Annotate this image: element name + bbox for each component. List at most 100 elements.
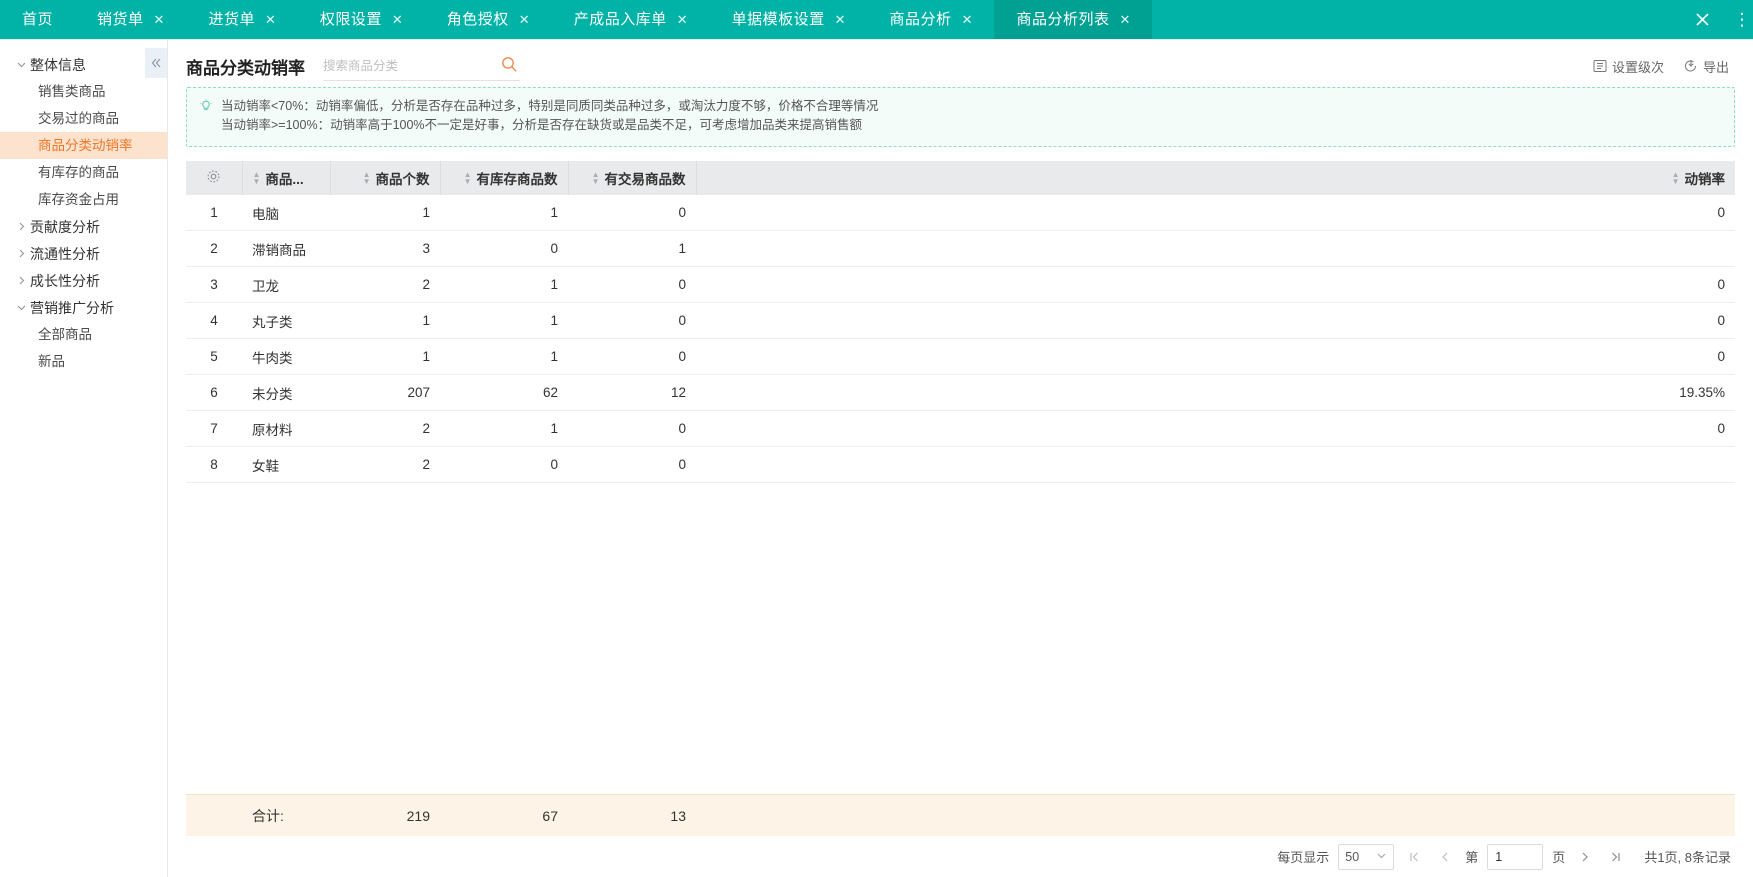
- pagination: 每页显示 50 第 页: [186, 836, 1735, 877]
- sidebar-item-in-stock-products[interactable]: 有库存的商品: [38, 165, 119, 180]
- tab-label: 角色授权: [446, 11, 509, 28]
- cell-sell-through-rate: 0: [696, 410, 1735, 448]
- row-index: 3: [186, 266, 242, 304]
- export-icon: [1684, 59, 1698, 73]
- set-levels-button[interactable]: 设置级次: [1593, 57, 1664, 76]
- table-row[interactable]: 8 女鞋 2 0 0: [186, 446, 1735, 484]
- export-button[interactable]: 导出: [1684, 57, 1729, 76]
- content-header: 商品分类动销率: [186, 40, 1735, 85]
- column-header-sell-through-rate[interactable]: ▲ ▼ 动销率: [696, 160, 1735, 195]
- tab-role-authorization[interactable]: 角色授权 ✕: [425, 0, 552, 39]
- row-index: 7: [186, 410, 242, 448]
- sidebar-item-inventory-capital-occupation[interactable]: 库存资金占用: [38, 192, 119, 207]
- page-number-input[interactable]: [1487, 843, 1544, 870]
- tab-close-icon[interactable]: ✕: [264, 12, 276, 27]
- sidebar-group-circulation-analysis[interactable]: 流通性分析: [0, 240, 167, 267]
- last-page-button[interactable]: [1605, 844, 1627, 870]
- cell-traded-count: 0: [568, 338, 696, 376]
- table-body: 1 电脑 1 1 0 0 2 滞销商品 3 0 1: [186, 194, 1735, 484]
- tab-product-analysis[interactable]: 商品分析 ✕: [868, 0, 995, 39]
- sort-icon[interactable]: ▲ ▼: [362, 169, 371, 186]
- cell-product-name: 牛肉类: [242, 338, 330, 376]
- search-input[interactable]: [323, 58, 488, 73]
- tab-close-icon[interactable]: ✕: [391, 12, 403, 27]
- search-icon[interactable]: [501, 56, 518, 78]
- cell-traded-count: 0: [568, 266, 696, 304]
- tab-permission-settings[interactable]: 权限设置 ✕: [298, 0, 425, 39]
- column-label: 商品个数: [375, 171, 430, 187]
- cell-in-stock-count: 1: [440, 410, 568, 448]
- sidebar: 整体信息 销售类商品 交易过的商品 商品分类动销率 有库存的商品 库存资金占用 …: [0, 40, 168, 877]
- sidebar-item-category-sell-through-rate[interactable]: 商品分类动销率: [0, 132, 167, 159]
- sort-icon[interactable]: ▲ ▼: [1671, 169, 1680, 186]
- cell-in-stock-count: 1: [440, 194, 568, 232]
- sidebar-group-marketing-promotion-analysis[interactable]: 营销推广分析: [0, 294, 167, 321]
- page-size-label: 每页显示: [1277, 850, 1330, 865]
- table-row[interactable]: 1 电脑 1 1 0 0: [186, 194, 1735, 232]
- chevron-right-icon: [16, 221, 30, 232]
- table-header-row: ▲ ▼ 商品... ▲ ▼ 商品个数 ▲ ▼: [186, 160, 1735, 195]
- column-settings-header[interactable]: [186, 160, 243, 195]
- next-page-button[interactable]: [1574, 844, 1596, 870]
- sidebar-group-growth-analysis[interactable]: 成长性分析: [0, 267, 167, 294]
- page-size-value: 50: [1345, 849, 1360, 864]
- page-title: 商品分类动销率: [186, 58, 305, 78]
- sort-icon[interactable]: ▲ ▼: [463, 169, 472, 186]
- tab-close-icon[interactable]: ✕: [1119, 12, 1131, 27]
- search-box: [323, 52, 520, 81]
- sort-icon[interactable]: ▲ ▼: [252, 169, 261, 186]
- sidebar-item-sales-products[interactable]: 销售类商品: [38, 84, 106, 99]
- row-index: 4: [186, 302, 242, 340]
- tab-finished-goods-receipt[interactable]: 产成品入库单 ✕: [552, 0, 710, 39]
- table-row[interactable]: 6 未分类 207 62 12 19.35%: [186, 374, 1735, 412]
- cell-sell-through-rate: 0: [696, 266, 1735, 304]
- sort-icon[interactable]: ▲ ▼: [591, 169, 600, 186]
- tab-bar-spacer: [1152, 0, 1673, 39]
- tab-close-icon[interactable]: ✕: [961, 12, 973, 27]
- sidebar-item-new-products[interactable]: 新品: [38, 354, 65, 369]
- info-banner: 当动销率<70%：动销率偏低，分析是否存在品种过多，特别是同质同类品种过多，或淘…: [186, 87, 1735, 147]
- cell-traded-count: 0: [568, 446, 696, 484]
- sidebar-collapse-icon[interactable]: [145, 48, 167, 78]
- tab-sales-order[interactable]: 销货单 ✕: [75, 0, 186, 39]
- column-header-product-count[interactable]: ▲ ▼ 商品个数: [330, 160, 441, 195]
- cell-product-name: 未分类: [242, 374, 330, 412]
- column-header-in-stock-count[interactable]: ▲ ▼ 有库存商品数: [440, 160, 569, 195]
- tab-close-icon[interactable]: ✕: [518, 12, 530, 27]
- cell-traded-count: 0: [568, 302, 696, 340]
- prev-page-button[interactable]: [1434, 844, 1456, 870]
- row-index: 8: [186, 446, 242, 484]
- table-row[interactable]: 4 丸子类 1 1 0 0: [186, 302, 1735, 340]
- column-header-traded-count[interactable]: ▲ ▼ 有交易商品数: [568, 160, 697, 195]
- row-index: 1: [186, 194, 242, 232]
- export-label: 导出: [1702, 59, 1729, 75]
- total-label: 合计:: [252, 807, 284, 824]
- sidebar-group-overall-info[interactable]: 整体信息: [0, 51, 167, 78]
- cell-product-count: 1: [330, 338, 440, 376]
- first-page-button[interactable]: [1403, 844, 1425, 870]
- tab-bar-more-icon[interactable]: ⋮: [1731, 0, 1753, 39]
- column-header-product-name[interactable]: ▲ ▼ 商品...: [242, 160, 331, 195]
- table-row[interactable]: 2 滞销商品 3 0 1: [186, 230, 1735, 268]
- tab-label: 商品分析列表: [1016, 11, 1110, 28]
- tab-close-icon[interactable]: ✕: [153, 12, 165, 27]
- table-row[interactable]: 7 原材料 2 1 0 0: [186, 410, 1735, 448]
- sidebar-item-traded-products[interactable]: 交易过的商品: [38, 111, 119, 126]
- tab-home[interactable]: 首页: [0, 0, 75, 39]
- tab-close-icon[interactable]: ✕: [676, 12, 688, 27]
- tab-close-icon[interactable]: ✕: [834, 12, 846, 27]
- chevron-down-icon: [16, 59, 30, 70]
- settings-gear-icon[interactable]: [206, 169, 221, 187]
- tab-purchase-order[interactable]: 进货单 ✕: [186, 0, 297, 39]
- sidebar-item-all-products[interactable]: 全部商品: [38, 327, 92, 342]
- sidebar-group-contribution-analysis[interactable]: 贡献度分析: [0, 213, 167, 240]
- tab-product-analysis-list[interactable]: 商品分析列表 ✕: [994, 0, 1153, 39]
- lightbulb-icon: [199, 97, 213, 136]
- cell-product-name: 原材料: [242, 410, 330, 448]
- tab-document-template-settings[interactable]: 单据模板设置 ✕: [710, 0, 868, 39]
- table-row[interactable]: 5 牛肉类 1 1 0 0: [186, 338, 1735, 376]
- close-all-tabs-icon[interactable]: [1673, 0, 1731, 39]
- page-size-select[interactable]: 50: [1338, 843, 1395, 870]
- table-row[interactable]: 3 卫龙 2 1 0 0: [186, 266, 1735, 304]
- cell-traded-count: 1: [568, 230, 696, 268]
